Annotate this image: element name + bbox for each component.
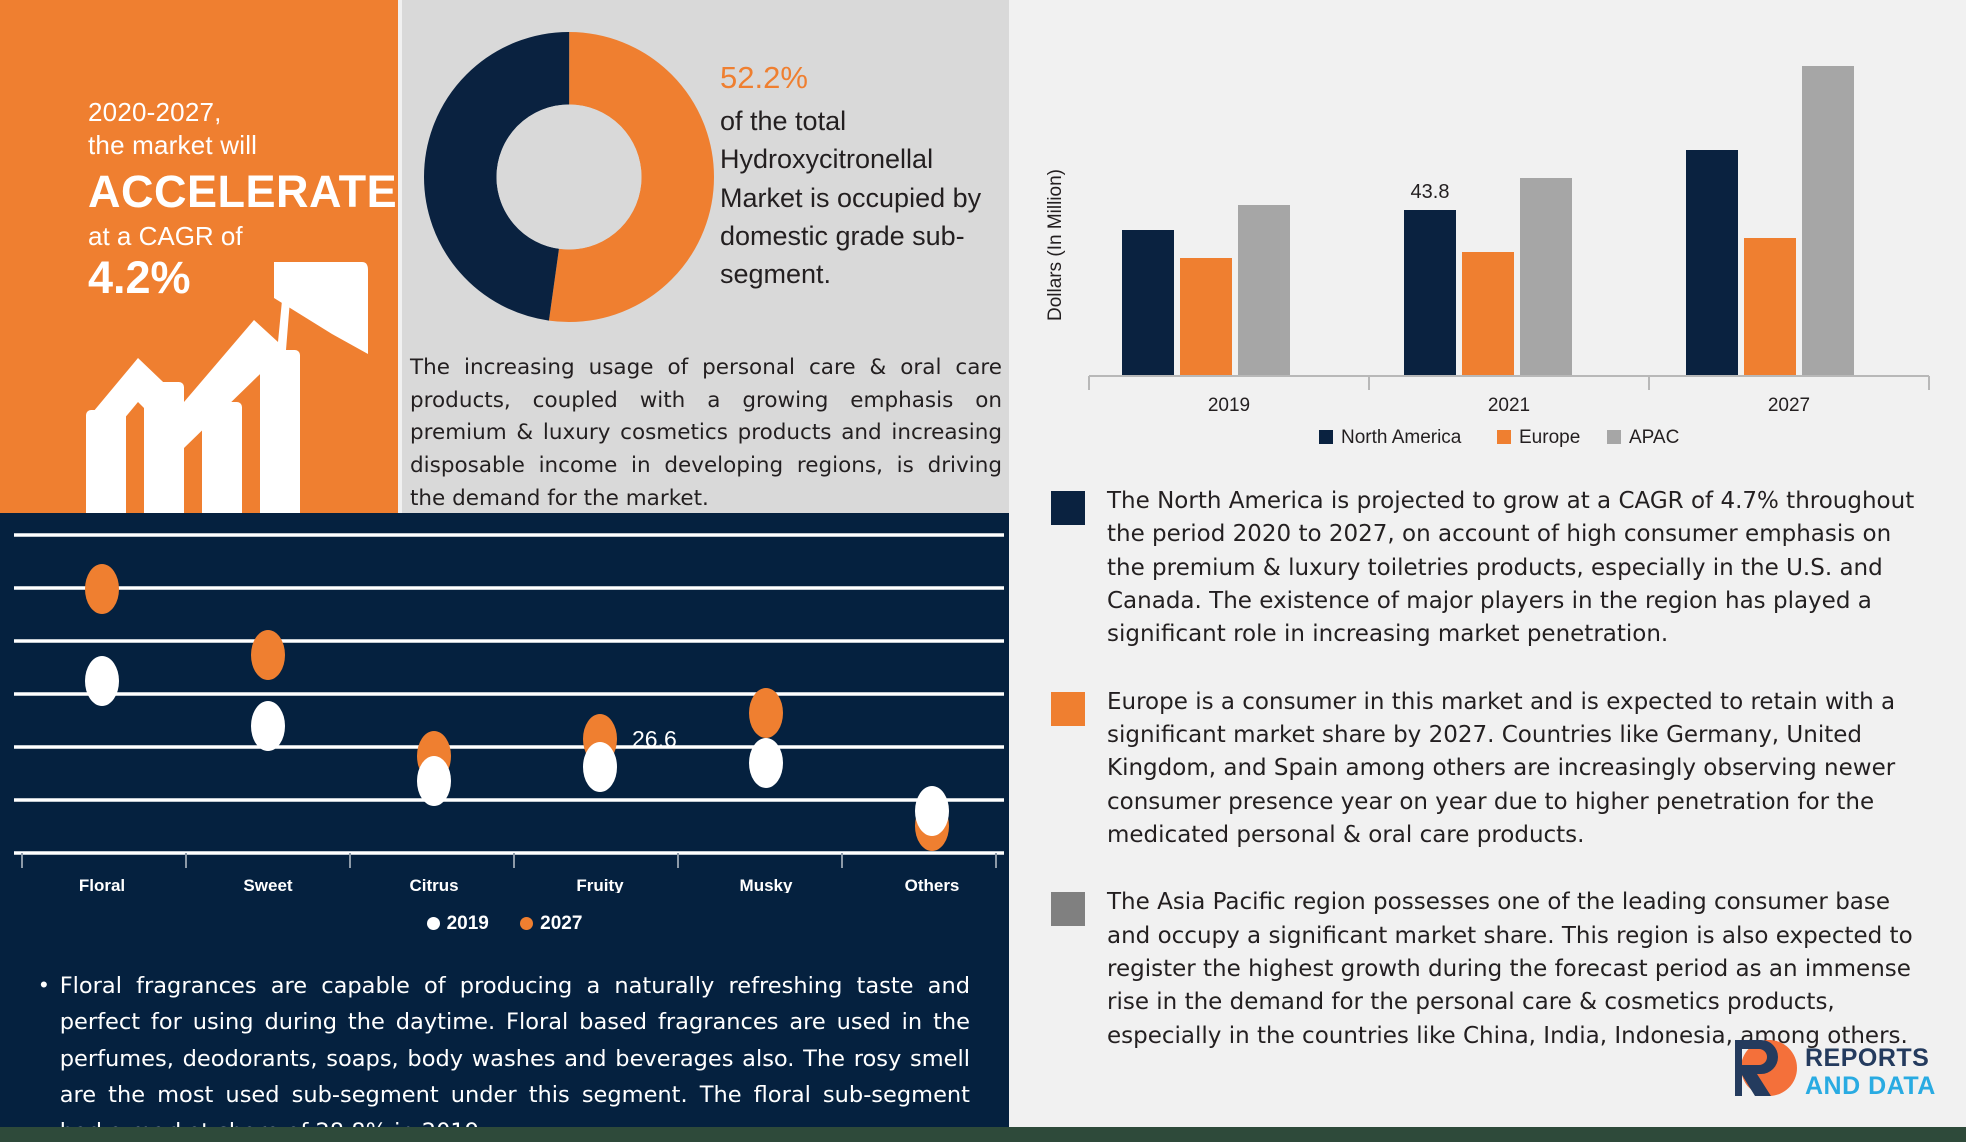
bar-chart-ylabel: Dollars (In Million) [1045,169,1066,321]
donut-slice-domestic-grade [424,32,714,322]
region-text-apac: The Asia Pacific region possesses one of… [1107,889,1913,1049]
gridlines [14,533,1004,855]
legend-label-2027: 2027 [540,913,583,934]
series-2027-markers [85,564,949,851]
dotplot-annotation: 26.6 [632,726,677,752]
legend-swatch-2019 [426,917,440,930]
svg-text:2021: 2021 [1488,395,1530,416]
legend-label-europe: Europe [1519,427,1580,448]
dotplot-category-labels: Floral Sweet Citrus Fruity Musky Others [79,876,960,893]
region-bullet-europe: Europe is a consumer in this market and … [1051,686,1931,853]
donut-percent: 52.2% [720,60,808,95]
accelerate-subtitle: the market will [88,130,258,161]
dotplot-legend: 2019 2027 [0,913,1009,935]
bar-chart: Dollars (In Million) 43.8 [1045,66,1930,448]
growth-arrow-bars-icon [86,262,368,513]
region-bullets: The North America is projected to grow a… [1051,485,1931,1087]
svg-text:Musky: Musky [740,876,793,893]
bar-2021-apac [1520,178,1572,375]
donut-chart [424,32,714,322]
bar-2019-apac [1238,205,1290,375]
legend-swatch-north-america [1319,430,1333,444]
donut-hole [496,104,642,250]
bar-chart-xticks: 2019 2021 2027 [1208,395,1810,416]
legend-label-north-america: North America [1341,427,1462,448]
svg-text:Citrus: Citrus [409,876,458,893]
left-column: 2020-2027, the market will ACCELERATE at… [0,0,1009,1142]
bar-2021-europe [1462,252,1514,375]
right-column: Dollars (In Million) 43.8 [1009,0,1966,1142]
series-2019-markers [85,656,949,836]
bar-2027-europe [1744,238,1796,375]
svg-text:Others: Others [905,876,960,893]
region-text-europe: Europe is a consumer in this market and … [1107,688,1896,849]
bullet-marker: • [40,972,48,997]
bar-2019-europe [1180,258,1232,375]
region-swatch-apac [1051,892,1085,927]
logo-line2: AND DATA [1805,1072,1936,1100]
bar-2021-north-america [1404,210,1456,375]
floral-bullet-text: Floral fragrances are capable of produci… [59,973,970,1142]
dotplot-chart: 26.6 Floral Sweet Citrus Fruity Musky Ot… [14,533,1004,893]
accelerate-panel: 2020-2027, the market will ACCELERATE at… [0,0,398,513]
bar-chart-category-separators [1088,376,1930,390]
floral-bullet: • Floral fragrances are capable of produ… [40,968,970,1142]
accelerate-period: 2020-2027, [88,97,222,127]
legend-swatch-2027 [520,917,534,930]
axis-ticks [21,853,997,868]
region-swatch-north-america [1051,491,1085,525]
bar-2027-apac [1802,66,1854,375]
accelerate-headline: ACCELERATE [88,165,398,217]
legend-swatch-apac [1607,430,1621,444]
accelerate-cagr-label: at a CAGR of [88,220,243,251]
donut-slice-other-grade [424,32,714,322]
legend-label-2019: 2019 [446,913,489,934]
accelerate-cagr-value: 4.2% [88,251,191,303]
region-text-north-america: The North America is projected to grow a… [1107,488,1915,648]
region-swatch-europe [1051,691,1085,726]
bar-group-2019 [1122,205,1290,375]
donut-callout: 52.2% of the total Hydroxycitronellal Ma… [720,56,1000,294]
dotplot-panel: 26.6 Floral Sweet Citrus Fruity Musky Ot… [0,513,1009,1142]
legend-item-2019: 2019 [426,913,489,934]
bar-group-2027 [1686,66,1854,375]
bar-chart-legend: North America Europe APAC [1319,427,1679,448]
region-bullet-north-america: The North America is projected to grow a… [1051,485,1931,652]
reports-and-data-logo: REPORTS AND DATA [1735,1040,1936,1100]
accelerate-text-block: 2020-2027, the market will ACCELERATE at… [88,96,397,302]
bar-group-2021 [1404,178,1572,375]
bar-data-label-43-8: 43.8 [1411,181,1450,203]
footer-bar [0,1127,1966,1142]
legend-swatch-europe [1497,430,1511,444]
bar-2019-north-america [1122,230,1174,375]
donut-description: of the total Hydroxycitronellal Market i… [720,106,982,290]
bar-2027-north-america [1686,150,1738,375]
svg-text:Floral: Floral [79,876,125,893]
svg-text:2019: 2019 [1208,395,1250,416]
logo-line1: REPORTS [1805,1044,1929,1072]
svg-text:Sweet: Sweet [243,876,292,893]
svg-text:2027: 2027 [1768,395,1810,416]
donut-paragraph: The increasing usage of personal care & … [410,355,1002,511]
donut-panel: 52.2% of the total Hydroxycitronellal Ma… [402,0,1009,513]
region-bullet-apac: The Asia Pacific region possesses one of… [1051,886,1931,1053]
legend-label-apac: APAC [1629,427,1679,448]
svg-text:Fruity: Fruity [576,876,624,893]
legend-item-2027: 2027 [520,913,582,934]
